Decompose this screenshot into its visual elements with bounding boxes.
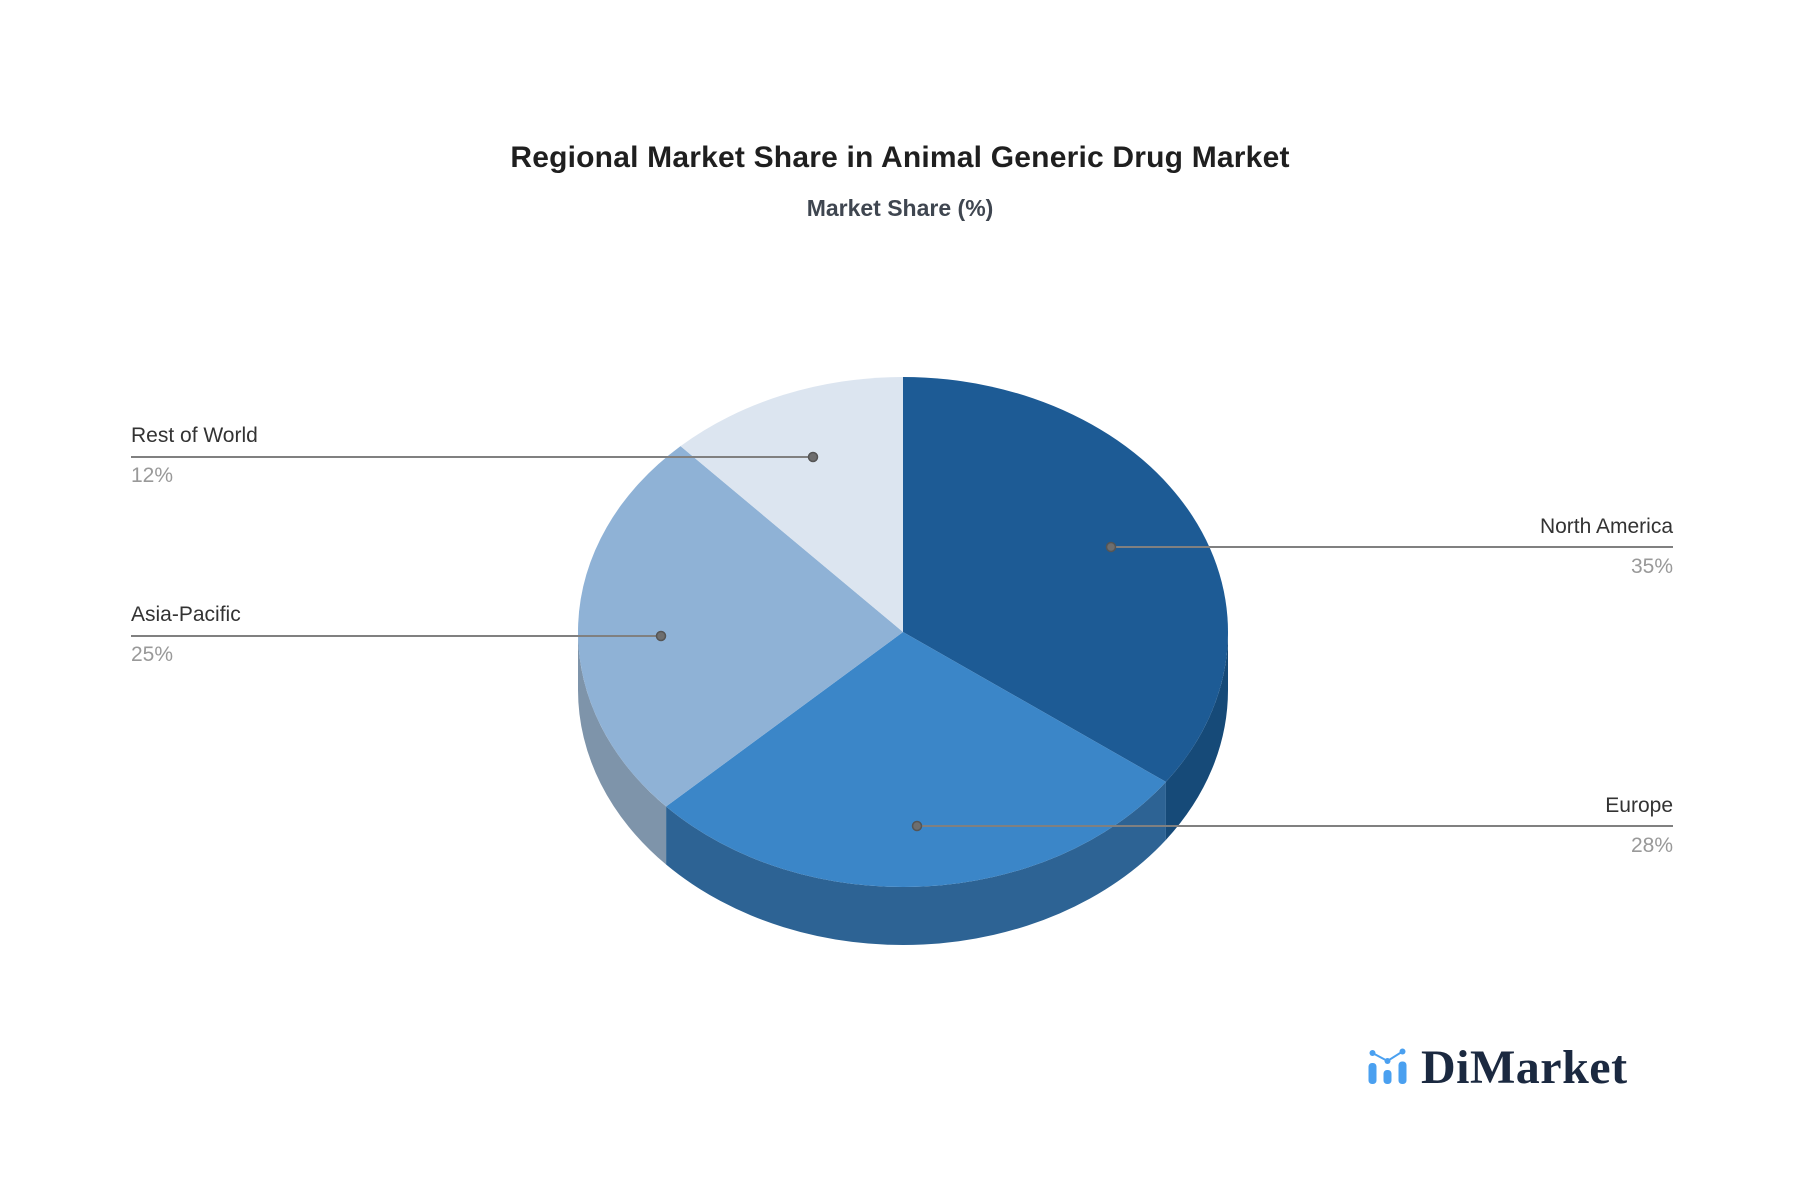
slice-label-rest-of-world: Rest of World 12% bbox=[131, 423, 258, 489]
slice-name: Rest of World bbox=[131, 424, 258, 447]
chart-title: Regional Market Share in Animal Generic … bbox=[510, 141, 1290, 174]
pie-slice-side-north-america bbox=[1165, 632, 1228, 840]
slice-percent: 28% bbox=[1630, 834, 1673, 857]
pie-slice-north-america[interactable] bbox=[903, 377, 1229, 782]
slice-percent: 12% bbox=[131, 464, 174, 487]
dimarket-logo-icon bbox=[1368, 1048, 1407, 1084]
dimarket-logo: DiMarket bbox=[1367, 1041, 1628, 1096]
pie-slice-side-asia-pacific bbox=[578, 632, 667, 865]
dimarket-logo-text: DiMarket bbox=[1421, 1041, 1628, 1094]
leader-dot-europe bbox=[911, 820, 923, 832]
slice-label-north-america: North America 35% bbox=[1540, 514, 1673, 580]
pie-slice-europe[interactable] bbox=[666, 632, 1166, 888]
slice-percent: 35% bbox=[1630, 555, 1673, 578]
slice-percent: 25% bbox=[131, 643, 174, 666]
pie-slice-side-europe bbox=[666, 781, 1166, 946]
slice-name: North America bbox=[1539, 515, 1673, 538]
leader-dot-asia-pacific bbox=[655, 630, 667, 642]
slice-name: Asia-Pacific bbox=[131, 603, 241, 626]
slice-name: Europe bbox=[1605, 794, 1673, 817]
slice-label-asia-pacific: Asia-Pacific 25% bbox=[131, 602, 241, 668]
pie-slice-rest-of-world[interactable] bbox=[680, 377, 903, 632]
leader-dot-rest-of-world bbox=[807, 451, 819, 463]
chart-subtitle: Market Share (%) bbox=[806, 195, 994, 221]
slice-label-europe: Europe 28% bbox=[1605, 793, 1673, 859]
leader-dot-north-america bbox=[1105, 541, 1117, 553]
pie-slice-asia-pacific[interactable] bbox=[578, 446, 903, 807]
